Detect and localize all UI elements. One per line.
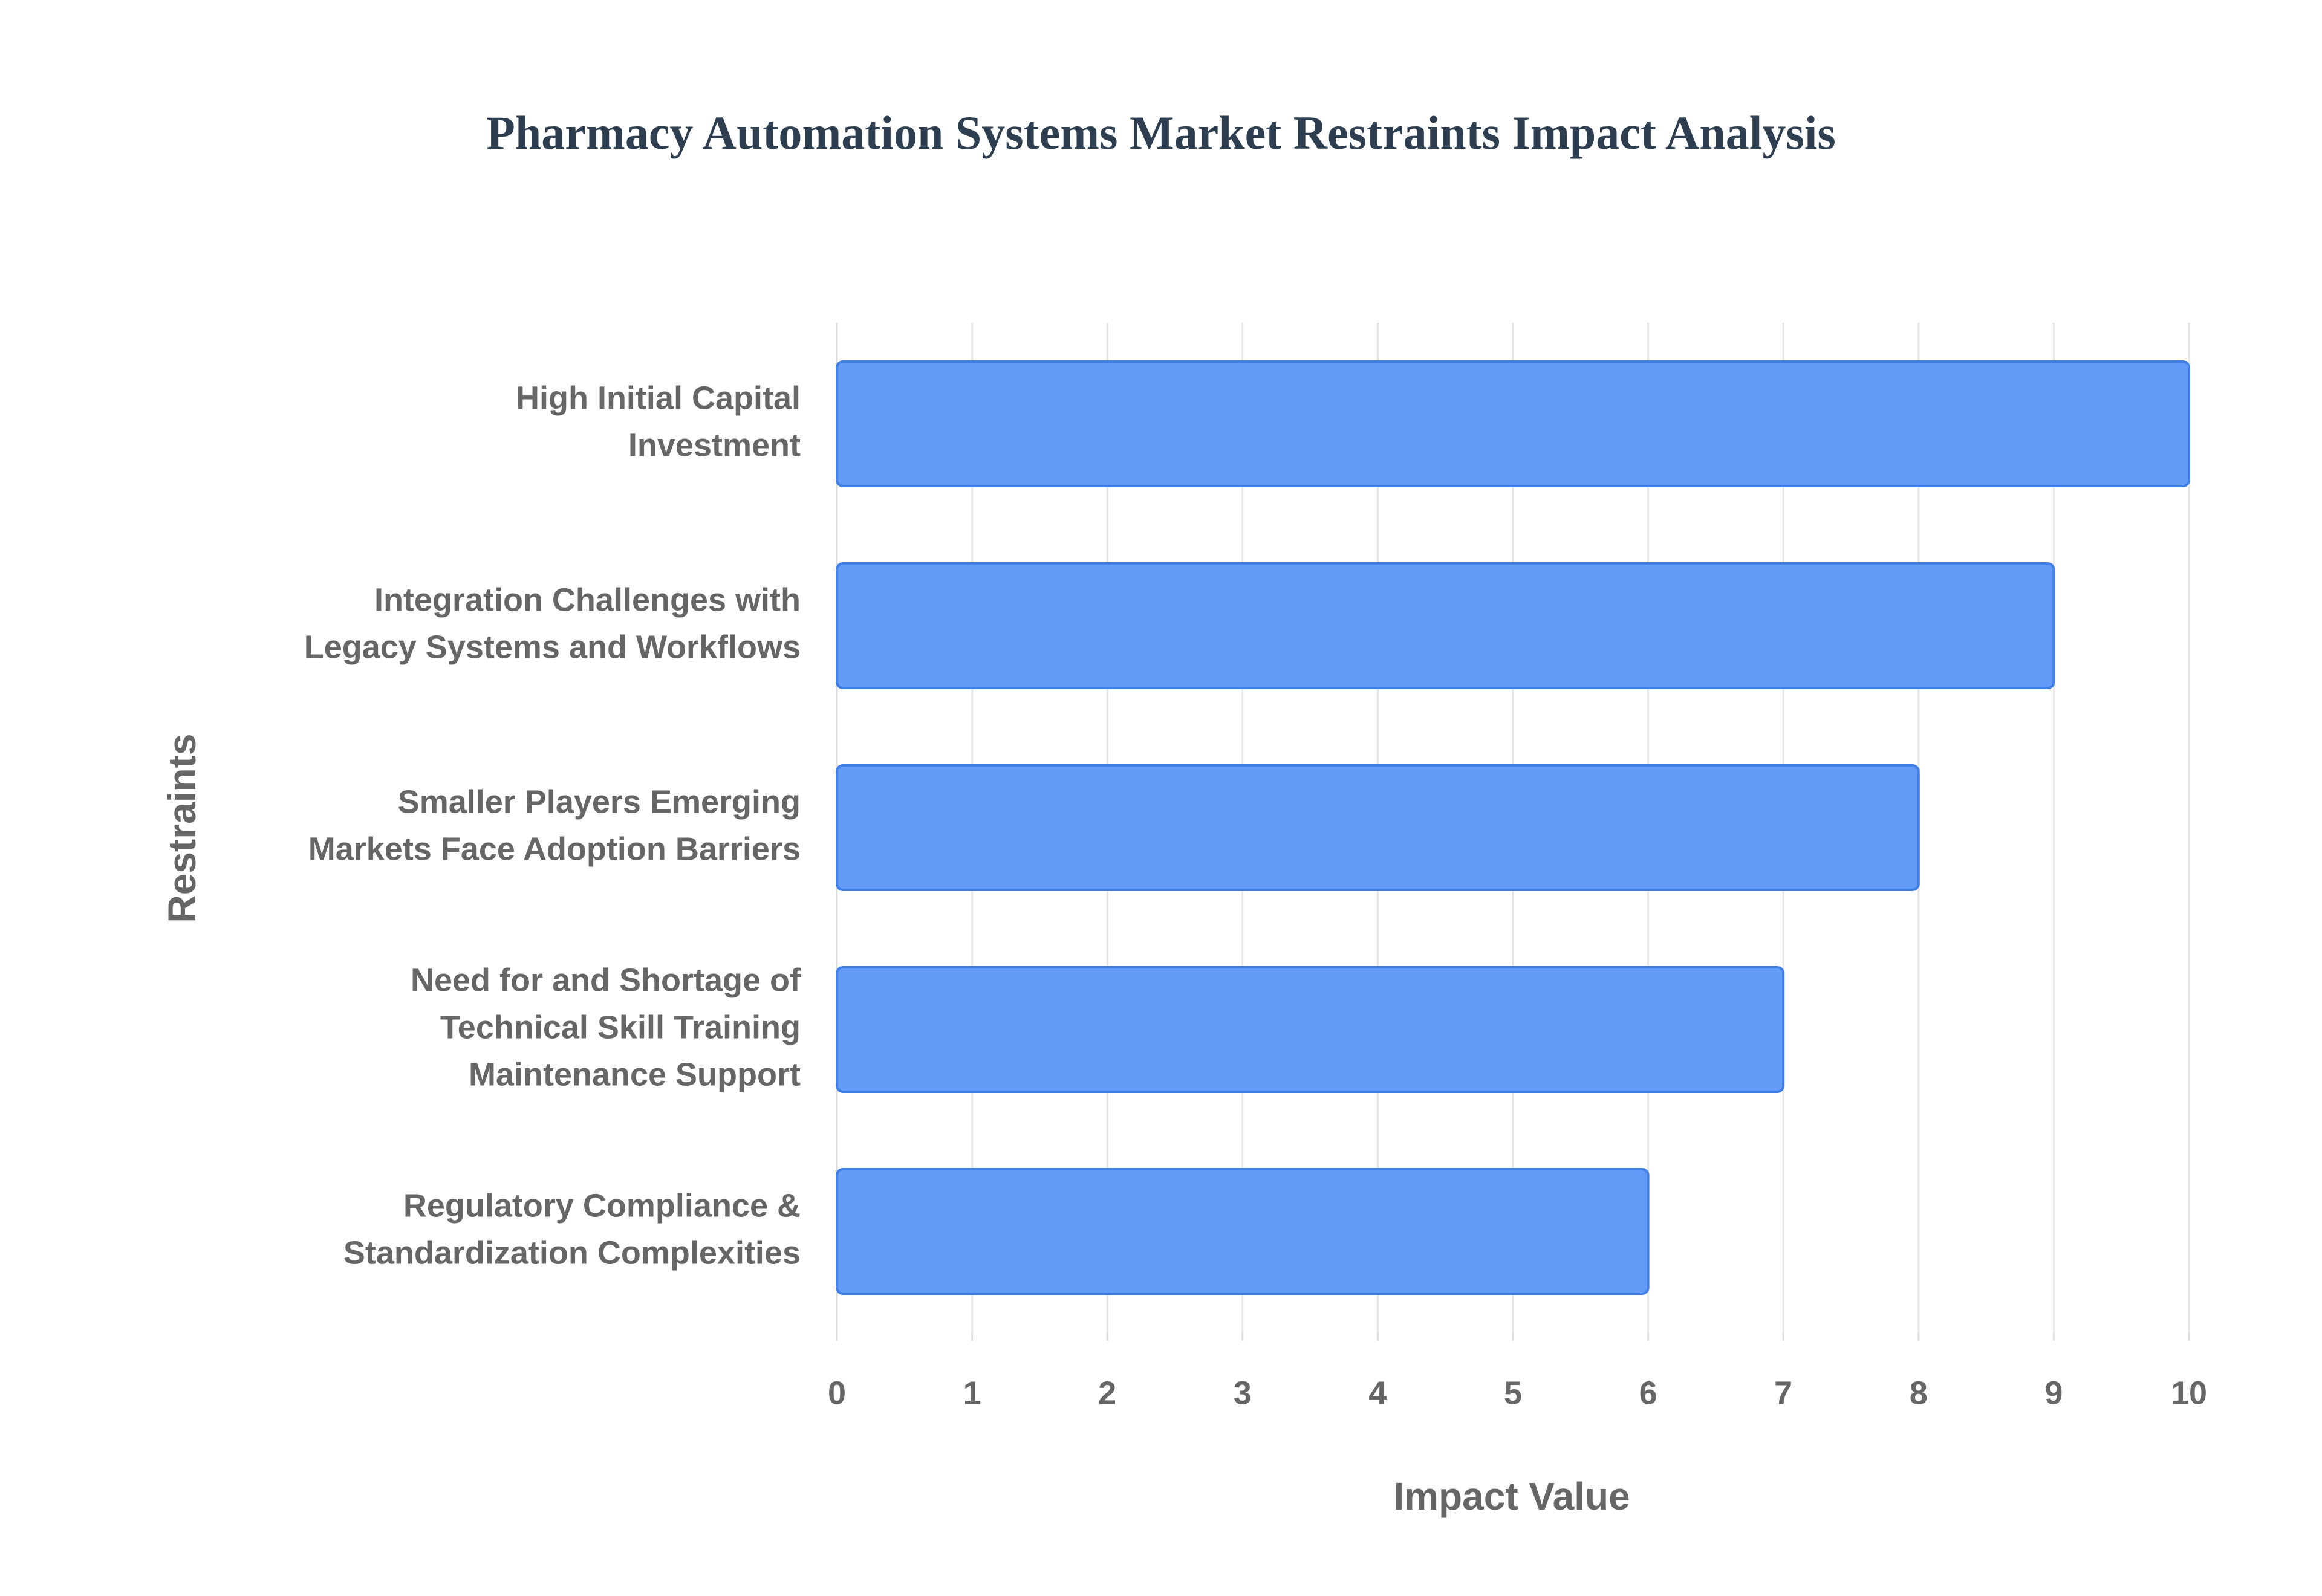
x-tick-label: 8 (1910, 1375, 1928, 1411)
y-tick-label: High Initial Capital (516, 380, 801, 416)
y-tick-label: Regulatory Compliance & (403, 1187, 801, 1224)
bar (836, 1168, 1650, 1295)
bars (836, 360, 2190, 1295)
y-tick-label: Standardization Complexities (343, 1234, 801, 1271)
y-axis-title: Restraints (160, 734, 204, 923)
y-tick-label: Integration Challenges with (374, 582, 801, 618)
y-tick-label: Maintenance Support (469, 1056, 801, 1092)
x-axis-title: Impact Value (1393, 1474, 1630, 1518)
x-tick-label: 3 (1234, 1375, 1252, 1411)
x-tick-label: 9 (2044, 1375, 2063, 1411)
x-tick-label: 7 (1774, 1375, 1792, 1411)
x-tick-label: 2 (1098, 1375, 1116, 1411)
y-tick-label: Need for and Shortage of (411, 962, 801, 998)
x-tick-label: 4 (1368, 1375, 1387, 1411)
y-tick-label: Markets Face Adoption Barriers (308, 831, 801, 867)
y-tick-label: Technical Skill Training (440, 1009, 801, 1045)
x-tick-label: 5 (1504, 1375, 1522, 1411)
chart-title: Pharmacy Automation Systems Market Restr… (486, 106, 1836, 159)
x-tick-label: 6 (1639, 1375, 1657, 1411)
x-tick-label: 10 (2171, 1375, 2207, 1411)
x-tick-label: 0 (828, 1375, 846, 1411)
bar (836, 562, 2055, 689)
x-tick-label: 1 (963, 1375, 981, 1411)
y-tick-label: Smaller Players Emerging (398, 783, 801, 820)
y-tick-label: Legacy Systems and Workflows (304, 629, 801, 665)
bar (836, 966, 1785, 1093)
y-tick-label: Investment (628, 427, 801, 463)
bar (836, 360, 2190, 487)
bar (836, 764, 1920, 891)
